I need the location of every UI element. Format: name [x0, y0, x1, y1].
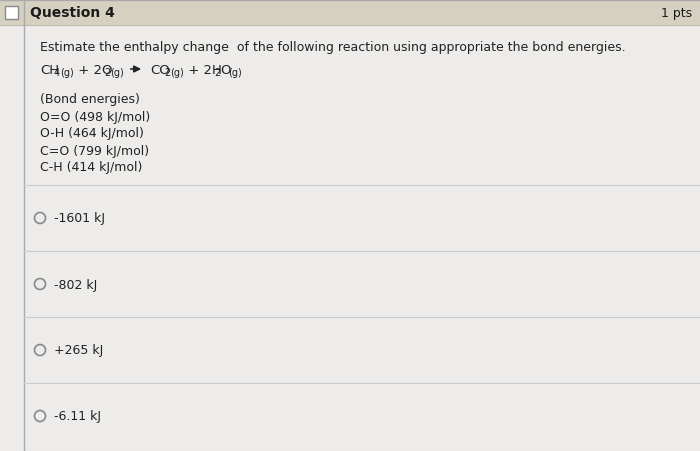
- Text: + 2H: + 2H: [184, 63, 222, 76]
- Text: 2: 2: [104, 67, 111, 77]
- Text: Question 4: Question 4: [30, 6, 115, 20]
- Text: O-H (464 kJ/mol): O-H (464 kJ/mol): [40, 127, 144, 140]
- Text: C=O (799 kJ/mol): C=O (799 kJ/mol): [40, 144, 149, 157]
- Text: O: O: [220, 63, 230, 76]
- Text: -1601 kJ: -1601 kJ: [54, 212, 105, 225]
- Text: + 2O: + 2O: [74, 63, 113, 76]
- Text: 2: 2: [214, 67, 220, 77]
- Text: (g): (g): [228, 67, 242, 77]
- Text: CH: CH: [40, 63, 59, 76]
- Text: (g): (g): [110, 67, 124, 77]
- Text: (g): (g): [60, 67, 74, 77]
- Text: -802 kJ: -802 kJ: [54, 278, 97, 291]
- Text: CO: CO: [150, 63, 169, 76]
- Text: -6.11 kJ: -6.11 kJ: [54, 410, 101, 423]
- Bar: [0, 0, 700, 26]
- Text: C-H (414 kJ/mol): C-H (414 kJ/mol): [40, 161, 142, 174]
- Text: (g): (g): [170, 67, 183, 77]
- Text: (Bond energies): (Bond energies): [40, 93, 140, 106]
- Text: 2: 2: [164, 67, 170, 77]
- Text: 1 pts: 1 pts: [661, 6, 692, 19]
- Bar: [5, 7, 18, 20]
- Text: O=O (498 kJ/mol): O=O (498 kJ/mol): [40, 110, 150, 123]
- Text: +265 kJ: +265 kJ: [54, 344, 104, 357]
- Text: Estimate the enthalpy change  of the following reaction using appropriate the bo: Estimate the enthalpy change of the foll…: [40, 41, 626, 55]
- Text: 4: 4: [54, 67, 60, 77]
